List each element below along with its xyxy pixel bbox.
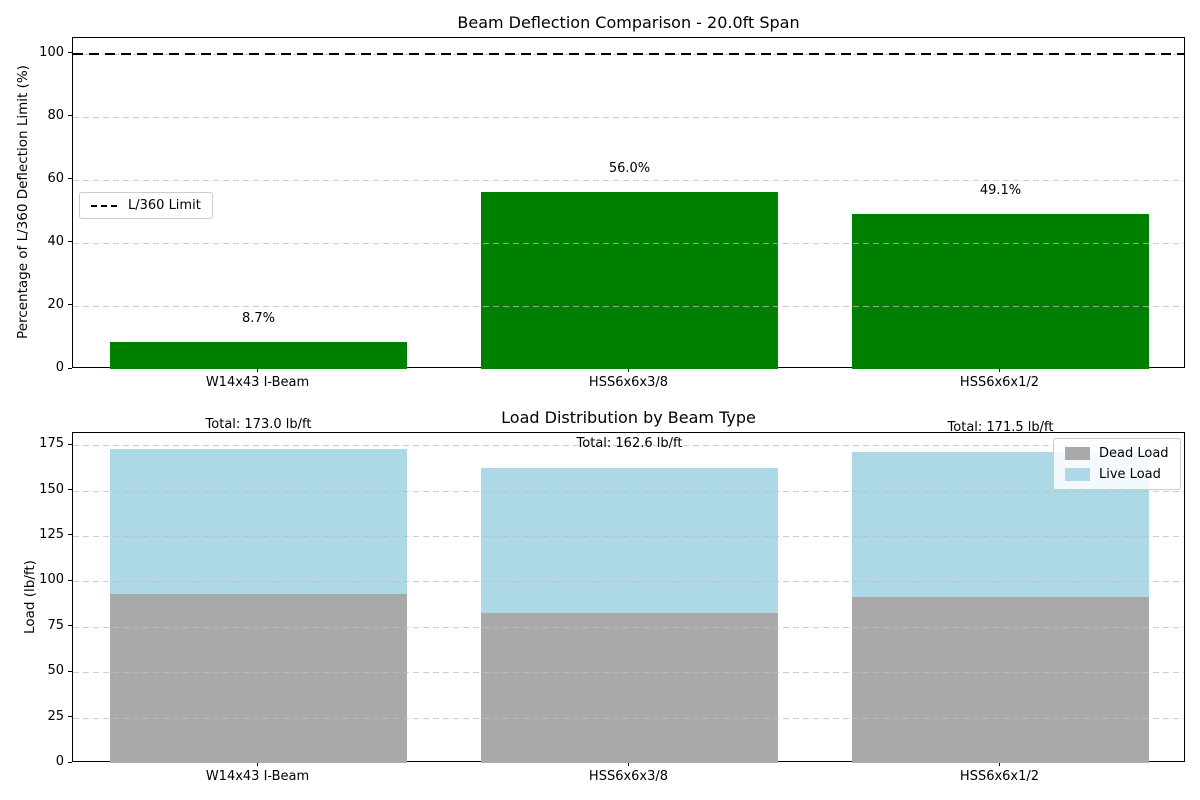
- y-tick-mark: [68, 670, 72, 672]
- plot-area: 8.7% 56.0% 49.1%: [72, 37, 1185, 369]
- y-tick-label: 0: [55, 754, 64, 769]
- gridline: [73, 490, 1184, 492]
- y-tick-mark: [68, 304, 72, 306]
- gridline: [73, 581, 1184, 583]
- chart-title: Beam Deflection Comparison - 20.0ft Span: [457, 13, 800, 32]
- y-tick-label: 20: [47, 296, 64, 312]
- bar-segment-dead-load: [110, 594, 407, 763]
- y-tick-mark: [68, 579, 72, 581]
- x-tick-label: HSS6x6x1/2: [959, 375, 1040, 390]
- dead-load-swatch: [1065, 447, 1090, 460]
- bar-value-label: 8.7%: [241, 310, 276, 326]
- y-tick-mark: [68, 625, 72, 627]
- y-tick-label: 50: [47, 663, 64, 679]
- bar-value-label: 56.0%: [608, 161, 651, 177]
- plot-area: Total: 173.0 lb/ft Total: 162.6 lb/ft Tota…: [72, 417, 1185, 763]
- y-tick-label: 0: [55, 360, 64, 375]
- total-label: Total: 171.5 lb/ft: [947, 419, 1054, 435]
- legend: Dead Load Live Load: [1053, 438, 1181, 490]
- y-tick-mark: [68, 716, 72, 718]
- legend-row-live-load: Live Load: [1065, 467, 1169, 482]
- live-load-swatch: [1065, 468, 1090, 481]
- y-tick-mark: [68, 178, 72, 180]
- y-tick-mark: [68, 241, 72, 243]
- x-tick-label: HSS6x6x3/8: [588, 375, 669, 390]
- y-tick-mark: [68, 52, 72, 54]
- y-tick-label: 40: [47, 233, 64, 249]
- dashed-line-sample: [91, 204, 119, 207]
- gridline: [73, 672, 1184, 674]
- gridline: [73, 717, 1184, 719]
- y-tick-label: 150: [39, 481, 64, 497]
- y-tick-label: 80: [47, 107, 64, 123]
- gridline: [73, 445, 1184, 447]
- gridline: [73, 116, 1184, 118]
- x-tick-mark: [257, 762, 258, 766]
- y-tick-mark: [68, 534, 72, 536]
- gridline: [73, 305, 1184, 307]
- legend-label: L/360 Limit: [128, 198, 201, 213]
- y-tick-mark: [68, 489, 72, 491]
- legend: L/360 Limit: [79, 192, 213, 219]
- y-tick-mark: [68, 761, 72, 763]
- gridline: [73, 242, 1184, 244]
- y-tick-mark: [68, 115, 72, 117]
- bar: [110, 341, 407, 369]
- x-tick-label: HSS6x6x1/2: [959, 769, 1040, 784]
- limit-line: [73, 52, 1184, 55]
- y-tick-mark: [68, 443, 72, 445]
- y-tick-label: 75: [47, 617, 64, 633]
- y-tick-label: 175: [39, 436, 64, 452]
- bar-segment-live-load: [110, 448, 407, 595]
- gridline: [73, 626, 1184, 628]
- total-label: Total: 162.6 lb/ft: [576, 435, 683, 451]
- y-tick-label: 60: [47, 170, 64, 186]
- x-tick-label: W14x43 I-Beam: [205, 769, 310, 784]
- x-tick-label: HSS6x6x3/8: [588, 769, 669, 784]
- x-tick-label: W14x43 I-Beam: [205, 375, 310, 390]
- y-tick-mark: [68, 367, 72, 369]
- bar-segment-live-load: [481, 467, 778, 613]
- legend-label: Dead Load: [1099, 446, 1169, 461]
- total-label: Total: 173.0 lb/ft: [205, 416, 312, 432]
- gridline: [73, 179, 1184, 181]
- legend-row-dead-load: Dead Load: [1065, 446, 1169, 461]
- bar: [852, 214, 1149, 369]
- x-tick-mark: [628, 368, 629, 372]
- x-tick-mark: [999, 368, 1000, 372]
- bar-segment-dead-load: [852, 596, 1149, 763]
- x-tick-mark: [257, 368, 258, 372]
- x-tick-mark: [999, 762, 1000, 766]
- gridline: [73, 535, 1184, 537]
- bar: [481, 192, 778, 369]
- chart-title: Load Distribution by Beam Type: [501, 408, 756, 427]
- y-tick-label: 25: [47, 708, 64, 724]
- bar-segment-dead-load: [481, 612, 778, 763]
- bar-value-label: 49.1%: [979, 183, 1022, 199]
- y-tick-label: 125: [39, 526, 64, 542]
- y-tick-label: 100: [39, 572, 64, 588]
- x-tick-mark: [628, 762, 629, 766]
- legend-label: Live Load: [1099, 467, 1161, 482]
- y-tick-label: 100: [39, 44, 64, 60]
